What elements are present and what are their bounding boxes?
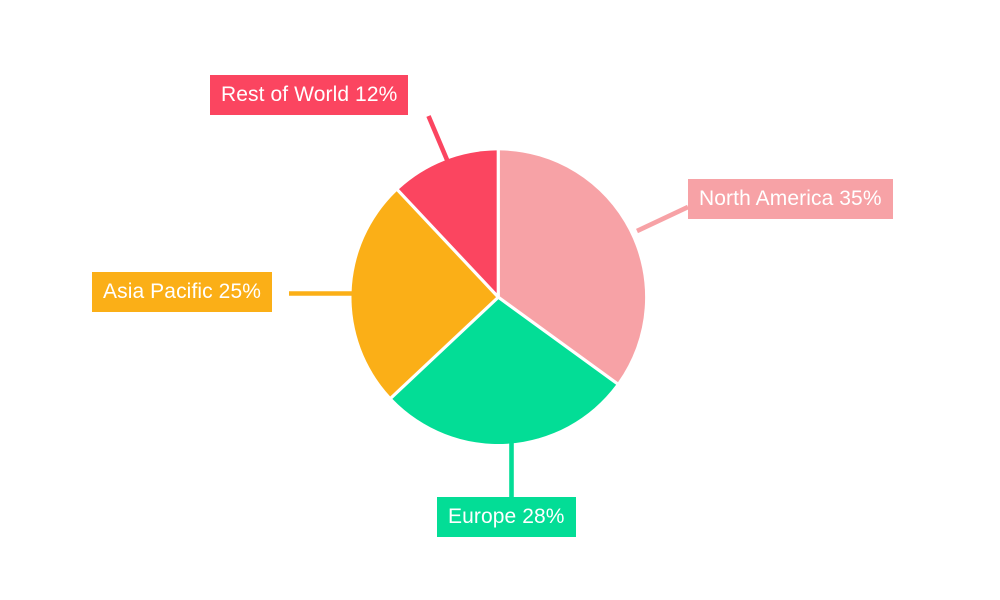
pie-slice-europe[interactable] bbox=[392, 299, 617, 445]
pie-slices-group bbox=[351, 150, 646, 445]
pie-label-europe[interactable]: Europe 28% bbox=[437, 497, 576, 537]
pie-leader-lines-group bbox=[289, 115, 689, 498]
pie-label-rest-of-world[interactable]: Rest of World 12% bbox=[210, 75, 409, 115]
leader-line-rest-of-world bbox=[426, 115, 450, 162]
pie-slice-asia-pacific[interactable] bbox=[351, 191, 497, 397]
pie-label-asia-pacific[interactable]: Asia Pacific 25% bbox=[92, 272, 273, 312]
pie-label-north-america[interactable]: North America 35% bbox=[688, 179, 893, 219]
pie-slice-north-america[interactable] bbox=[499, 150, 646, 383]
pie-slice-rest-of-world[interactable] bbox=[398, 150, 497, 294]
leader-line-north-america bbox=[636, 204, 689, 234]
